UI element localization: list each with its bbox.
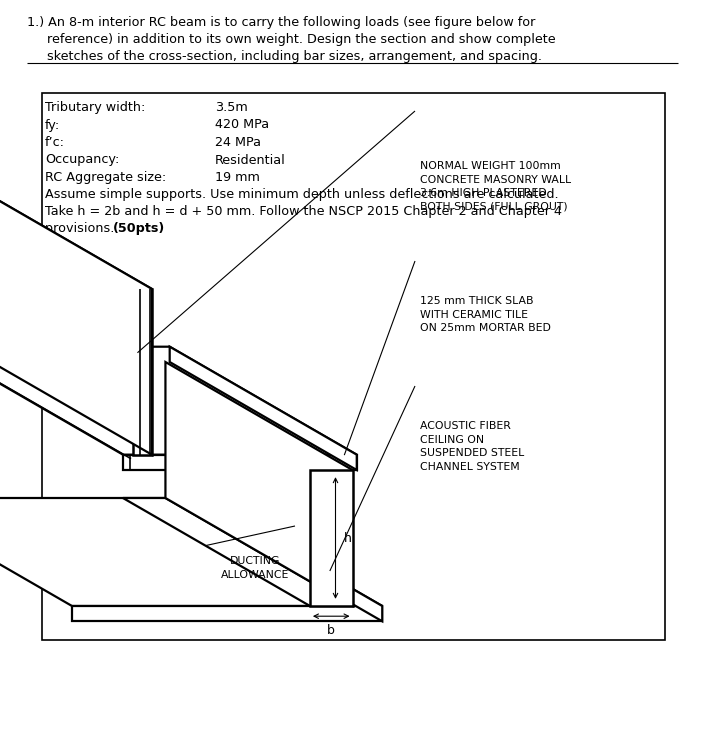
Bar bbox=[42, 93, 665, 640]
Text: 125 mm THICK SLAB
WITH CERAMIC TILE
ON 25mm MORTAR BED: 125 mm THICK SLAB WITH CERAMIC TILE ON 2… bbox=[420, 296, 551, 333]
Polygon shape bbox=[0, 181, 152, 454]
Text: DUCTING
ALLOWANCE: DUCTING ALLOWANCE bbox=[221, 556, 289, 580]
Text: ACOUSTIC FIBER
CEILING ON
SUSPENDED STEEL
CHANNEL SYSTEM: ACOUSTIC FIBER CEILING ON SUSPENDED STEE… bbox=[420, 421, 525, 472]
Text: 1.) An 8-m interior RC beam is to carry the following loads (see figure below fo: 1.) An 8-m interior RC beam is to carry … bbox=[27, 16, 535, 29]
Polygon shape bbox=[123, 454, 357, 470]
Text: fy:: fy: bbox=[45, 119, 60, 131]
Text: sketches of the cross-section, including bar sizes, arrangement, and spacing.: sketches of the cross-section, including… bbox=[27, 50, 542, 63]
Text: Assume simple supports. Use minimum depth unless deflections are calculated.: Assume simple supports. Use minimum dept… bbox=[45, 188, 558, 201]
Text: RC Aggregate size:: RC Aggregate size: bbox=[45, 171, 166, 184]
Text: reference) in addition to its own weight. Design the section and show complete: reference) in addition to its own weight… bbox=[27, 33, 556, 46]
Polygon shape bbox=[166, 362, 352, 606]
Text: 24 MPa: 24 MPa bbox=[215, 136, 261, 149]
Polygon shape bbox=[0, 347, 357, 454]
Polygon shape bbox=[133, 289, 152, 454]
Text: Residential: Residential bbox=[215, 153, 286, 167]
Polygon shape bbox=[0, 498, 382, 606]
Text: Tributary width:: Tributary width: bbox=[45, 101, 145, 114]
Polygon shape bbox=[72, 606, 382, 621]
Text: 420 MPa: 420 MPa bbox=[215, 119, 269, 131]
Text: f’c:: f’c: bbox=[45, 136, 65, 149]
Text: 3.5m: 3.5m bbox=[215, 101, 247, 114]
Polygon shape bbox=[310, 470, 352, 606]
Text: h: h bbox=[343, 532, 351, 544]
Text: provisions.: provisions. bbox=[45, 222, 118, 235]
Polygon shape bbox=[195, 498, 382, 621]
Polygon shape bbox=[123, 498, 352, 606]
Text: Occupancy:: Occupancy: bbox=[45, 153, 119, 167]
Text: NORMAL WEIGHT 100mm
CONCRETE MASONRY WALL
3.6m HIGH PLASTERED
BOTH SIDES (FULL G: NORMAL WEIGHT 100mm CONCRETE MASONRY WAL… bbox=[420, 161, 571, 212]
Text: 19 mm: 19 mm bbox=[215, 171, 260, 184]
Text: Take h = 2b and h = d + 50 mm. Follow the NSCP 2015 Chapter 2 and Chapter 4: Take h = 2b and h = d + 50 mm. Follow th… bbox=[45, 205, 562, 218]
Text: (50pts): (50pts) bbox=[113, 222, 165, 235]
Polygon shape bbox=[0, 181, 152, 289]
Text: b: b bbox=[327, 624, 335, 637]
Polygon shape bbox=[170, 347, 357, 470]
